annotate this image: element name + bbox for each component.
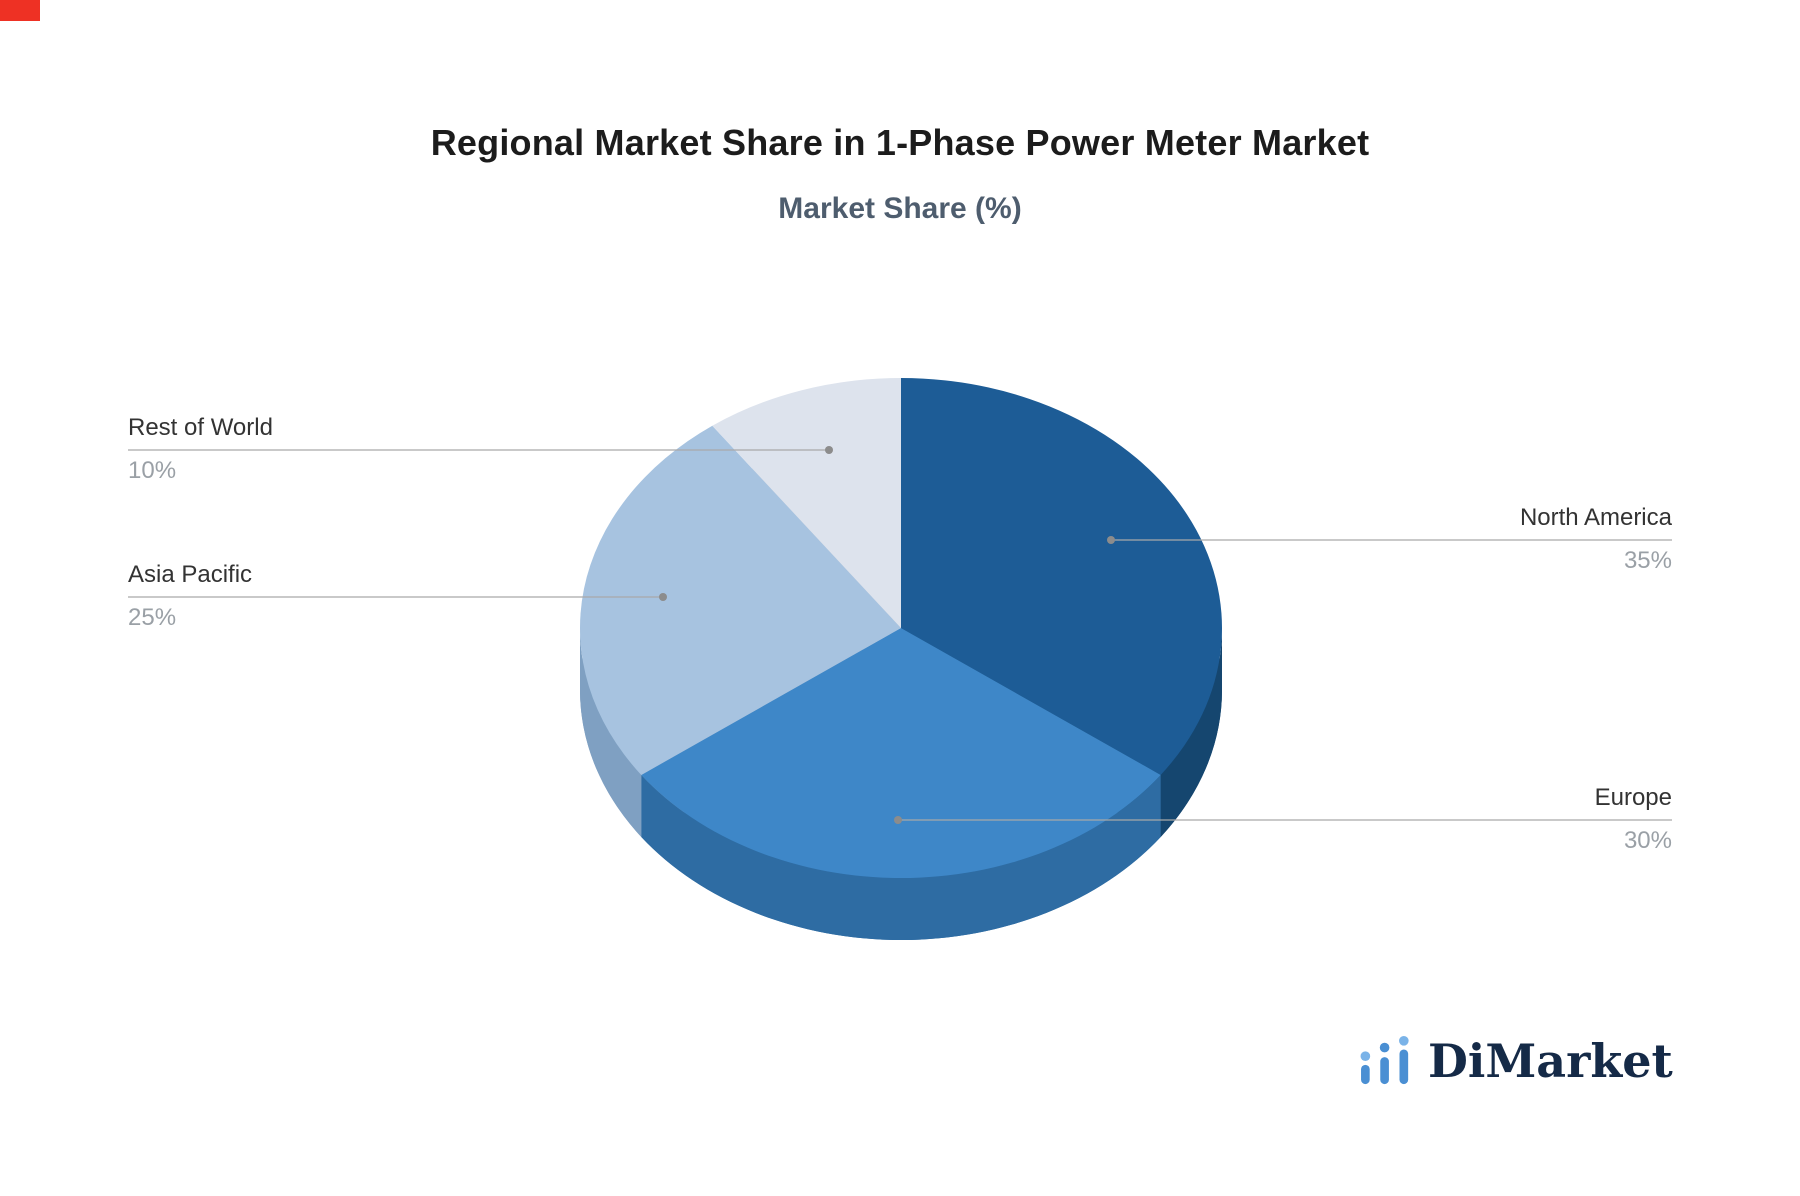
- corner-artifact: [0, 0, 40, 21]
- pie-slice-asia-pacific[interactable]: [580, 425, 901, 775]
- slice-label-asia-pacific: Asia Pacific: [128, 561, 253, 588]
- slice-label-europe: Europe: [1594, 784, 1672, 811]
- pie-slice-wall-europe: [641, 774, 1161, 940]
- callout-europe: Europe 30%: [1595, 784, 1672, 855]
- callout-rest-of-world: Rest of World 10%: [128, 414, 273, 485]
- dimarket-logo-icon: [1360, 1036, 1409, 1085]
- slice-percent-rest-of-world: 10%: [128, 457, 177, 484]
- callout-dot-rest-of-world: [825, 446, 833, 454]
- dimarket-logo-text: DiMarket: [1428, 1034, 1673, 1088]
- slice-label-rest-of-world: Rest of World: [128, 414, 273, 441]
- pie-slice-wall-asia-pacific: [580, 628, 642, 837]
- pie-slice-rest-of-world[interactable]: [712, 378, 901, 628]
- slice-percent-europe: 30%: [1623, 827, 1672, 854]
- slice-percent-asia-pacific: 25%: [128, 604, 177, 631]
- slice-label-north-america: North America: [1519, 504, 1672, 531]
- callout-dot-asia-pacific: [659, 593, 667, 601]
- callout-dot-europe: [894, 816, 902, 824]
- chart-subtitle: Market Share (%): [778, 192, 1022, 225]
- callout-north-america: North America 35%: [1520, 504, 1672, 575]
- chart-title: Regional Market Share in 1-Phase Power M…: [430, 122, 1370, 163]
- pie-slice-wall-north-america: [1160, 628, 1222, 837]
- dimarket-logo: DiMarket: [1358, 1036, 1673, 1086]
- callout-dot-north-america: [1107, 536, 1115, 544]
- slice-percent-north-america: 35%: [1623, 547, 1672, 574]
- callout-asia-pacific: Asia Pacific 25%: [128, 561, 252, 632]
- pie-slice-europe[interactable]: [641, 628, 1161, 878]
- pie-slice-north-america[interactable]: [901, 378, 1222, 775]
